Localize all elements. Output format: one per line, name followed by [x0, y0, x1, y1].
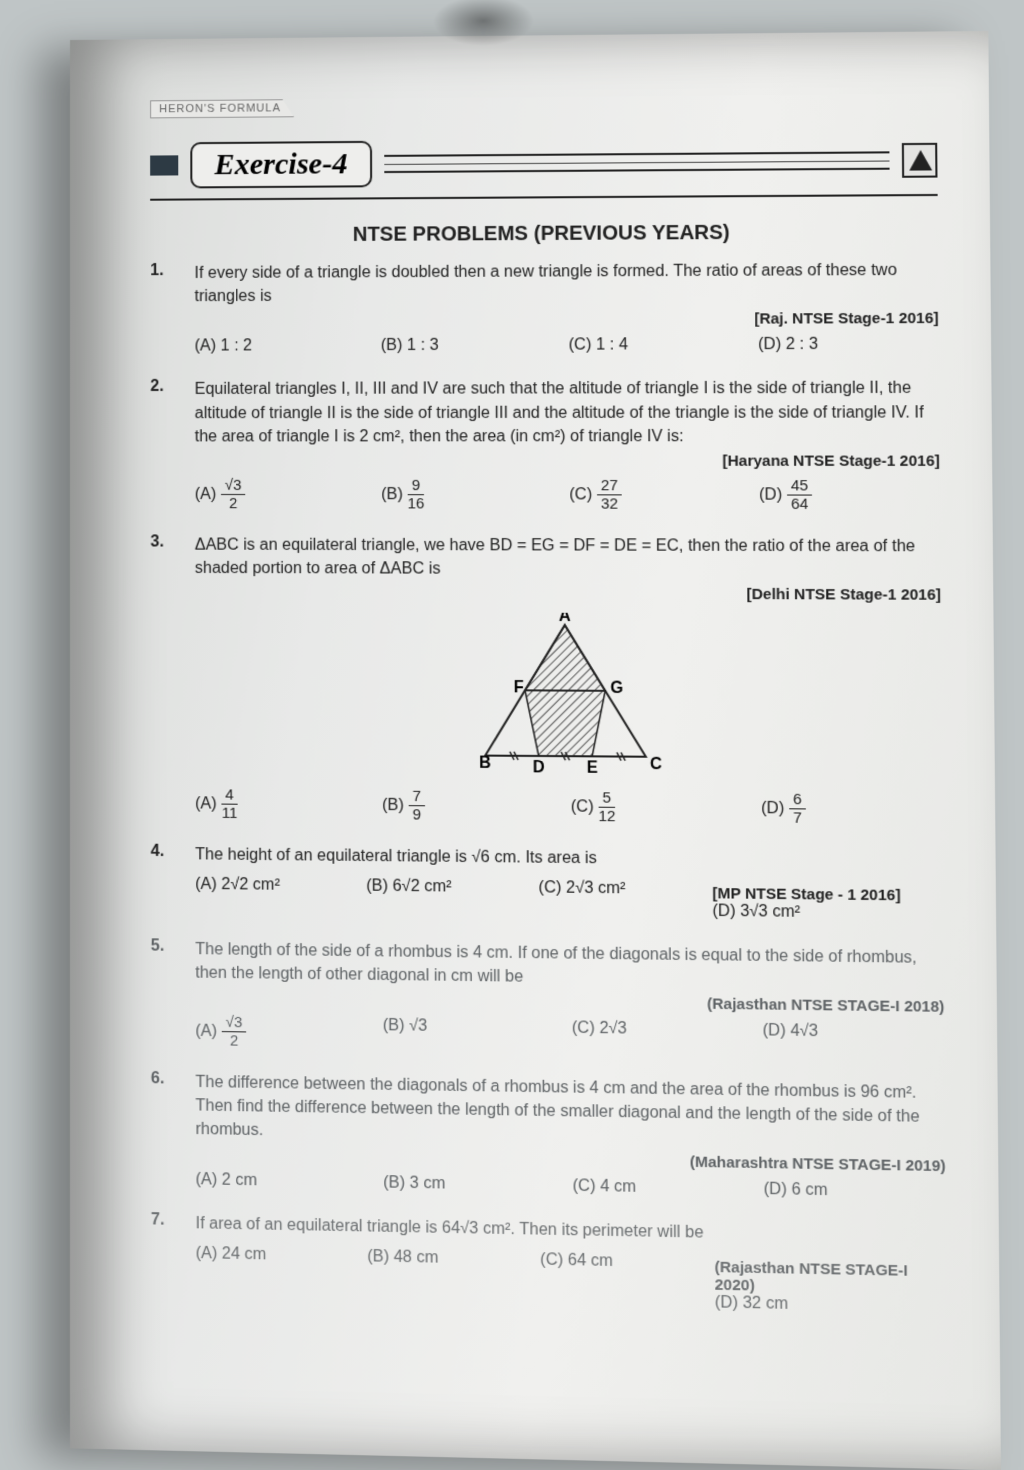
option-d: (D) 3√3 cm² — [712, 902, 943, 923]
thumb-shadow — [432, 0, 534, 47]
option-d: (D) 4564 — [759, 478, 940, 512]
svg-text:E: E — [587, 760, 598, 778]
section-heading: NTSE PROBLEMS (PREVIOUS YEARS) — [150, 221, 938, 248]
question-number: 1. — [150, 262, 184, 356]
option-b: (B) 79 — [382, 789, 561, 824]
question-number: 2. — [150, 378, 184, 511]
question-4: 4. The height of an equilateral triangle… — [151, 843, 944, 923]
option-a: (A) √32 — [195, 1014, 372, 1050]
question-number: 5. — [151, 937, 186, 1048]
option-a: (A) 411 — [195, 787, 372, 822]
question-text: If every side of a triangle is doubled t… — [194, 258, 938, 308]
option-a: (A) 24 cm — [196, 1244, 357, 1305]
svg-text:F: F — [514, 679, 524, 696]
option-c: (C) 1 : 4 — [569, 336, 748, 355]
question-2: 2. Equilateral triangles I, II, III and … — [150, 377, 940, 512]
svg-text:B: B — [479, 755, 491, 773]
question-text: The length of the side of a rhombus is 4… — [195, 937, 944, 994]
options: (A) 2 cm (B) 3 cm (C) 4 cm (D) 6 cm — [196, 1171, 946, 1203]
option-c: (C) 2√3 cm² — [539, 879, 703, 921]
question-source: (Rajasthan NTSE STAGE-I 2018) — [195, 989, 944, 1016]
question-number: 6. — [151, 1070, 186, 1190]
option-c: (C) 4 cm — [573, 1178, 754, 1200]
option-d: (D) 67 — [761, 792, 943, 828]
svg-text:G: G — [610, 680, 623, 698]
question-6: 6. The difference between the diagonals … — [151, 1070, 946, 1203]
options: (A) 24 cm (B) 48 cm (C) 64 cm (Rajasthan… — [196, 1244, 947, 1317]
options: (A) 411 (B) 79 (C) 512 (D) 67 — [195, 787, 943, 827]
option-d: (D) 4√3 — [763, 1022, 945, 1059]
question-7: 7. If area of an equilateral triangle is… — [151, 1212, 947, 1317]
question-3: 3. ΔABC is an equilateral triangle, we h… — [150, 533, 942, 827]
option-c: (C) 512 — [571, 790, 751, 825]
question-source: [Haryana NTSE Stage-1 2016] — [195, 452, 940, 469]
question-text: Equilateral triangles I, II, III and IV … — [195, 377, 940, 449]
chapter-tag: HERON'S FORMULA — [150, 99, 294, 118]
svg-text:A: A — [559, 613, 571, 626]
options: (A) 2√2 cm² (B) 6√2 cm² (C) 2√3 cm² [MP … — [195, 875, 943, 923]
question-number: 3. — [150, 533, 185, 821]
option-a: (A) 2 cm — [196, 1171, 373, 1193]
title-row: Exercise-4 — [150, 137, 937, 189]
question-1: 1. If every side of a triangle is double… — [150, 258, 939, 356]
triangle-svg: A B C D E F G — [462, 613, 668, 778]
option-d: (D) 32 cm — [715, 1293, 947, 1316]
underline — [150, 194, 937, 201]
options: (A) √32 (B) √3 (C) 2√3 (D) 4√3 — [195, 1014, 944, 1058]
question-text: If area of an equilateral triangle is 64… — [196, 1212, 947, 1250]
option-b: (B) 48 cm — [367, 1248, 530, 1309]
option-a: (A) 2√2 cm² — [195, 875, 356, 916]
option-c: (C) 2√3 — [572, 1019, 753, 1056]
option-b: (B) 6√2 cm² — [366, 877, 528, 919]
question-source: (Rajasthan NTSE STAGE-I 2020) — [715, 1258, 947, 1298]
triangle-icon — [902, 143, 938, 178]
svg-text:C: C — [650, 756, 663, 774]
option-c: (C) 2732 — [569, 478, 749, 512]
options: (A) 1 : 2 (B) 1 : 3 (C) 1 : 4 (D) 2 : 3 — [195, 336, 939, 356]
question-text: The height of an equilateral triangle is… — [195, 843, 943, 874]
option-d: (D) 2 : 3 — [758, 336, 939, 355]
question-number: 7. — [151, 1212, 186, 1302]
option-a: (A) 1 : 2 — [195, 337, 371, 356]
exercise-title: Exercise-4 — [190, 141, 372, 189]
triangle-figure: A B C D E F G — [195, 612, 943, 785]
question-text: The difference between the diagonals of … — [195, 1070, 945, 1153]
option-a: (A) √32 — [195, 478, 371, 512]
rule-lines — [384, 151, 890, 173]
option-c: (C) 64 cm — [540, 1251, 704, 1312]
option-b: (B) √3 — [383, 1017, 562, 1053]
option-b: (B) 1 : 3 — [381, 337, 559, 356]
options: (A) √32 (B) 916 (C) 2732 (D) 4564 — [195, 478, 941, 512]
question-text: ΔABC is an equilateral triangle, we have… — [195, 533, 941, 582]
option-b: (B) 3 cm — [383, 1175, 562, 1197]
svg-text:D: D — [533, 759, 545, 777]
question-number: 4. — [151, 843, 185, 915]
option-b: (B) 916 — [381, 478, 559, 512]
question-5: 5. The length of the side of a rhombus i… — [151, 937, 945, 1059]
block-icon — [150, 155, 178, 175]
worksheet-page: HERON'S FORMULA Exercise-4 NTSE PROBLEMS… — [70, 31, 1001, 1470]
question-source: [Raj. NTSE Stage-1 2016] — [195, 310, 939, 330]
question-source: [Delhi NTSE Stage-1 2016] — [195, 584, 941, 604]
option-d: (D) 6 cm — [764, 1181, 946, 1203]
